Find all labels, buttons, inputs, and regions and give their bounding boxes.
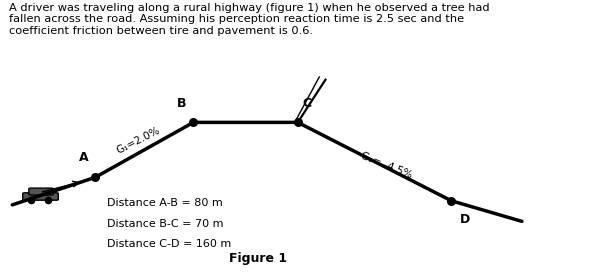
Text: G₂= -4.5%: G₂= -4.5% — [360, 150, 414, 180]
Text: Distance A-B = 80 m: Distance A-B = 80 m — [107, 198, 223, 208]
Text: Distance C-D = 160 m: Distance C-D = 160 m — [107, 239, 231, 249]
Text: A driver was traveling along a rural highway (figure 1) when he observed a tree : A driver was traveling along a rural hig… — [9, 3, 490, 36]
Text: G₁=2.0%: G₁=2.0% — [115, 125, 161, 155]
Text: Distance B-C = 70 m: Distance B-C = 70 m — [107, 219, 224, 229]
Text: C: C — [303, 97, 311, 110]
Text: Figure 1: Figure 1 — [229, 252, 287, 265]
Text: B: B — [176, 97, 186, 110]
Text: A: A — [79, 151, 89, 164]
Text: D: D — [460, 213, 470, 226]
FancyBboxPatch shape — [29, 188, 53, 195]
FancyBboxPatch shape — [23, 193, 58, 200]
